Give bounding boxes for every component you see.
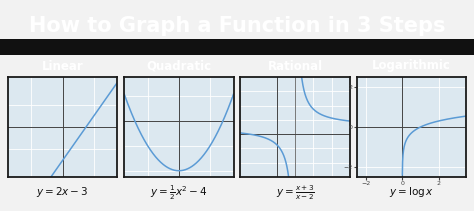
Text: Logarithmic: Logarithmic — [372, 60, 451, 73]
Bar — [0, 38, 474, 55]
Text: Quadratic: Quadratic — [146, 60, 211, 73]
Text: $y = \frac{x+3}{x-2}$: $y = \frac{x+3}{x-2}$ — [276, 183, 315, 202]
Text: How to Graph a Function in 3 Steps: How to Graph a Function in 3 Steps — [29, 16, 445, 37]
Text: $y = \frac{1}{2}x^2 - 4$: $y = \frac{1}{2}x^2 - 4$ — [150, 183, 208, 202]
Text: $y = 2x - 3$: $y = 2x - 3$ — [36, 185, 89, 199]
Text: $y = \log x$: $y = \log x$ — [389, 185, 434, 199]
Text: Linear: Linear — [42, 60, 83, 73]
Text: Rational: Rational — [267, 60, 323, 73]
